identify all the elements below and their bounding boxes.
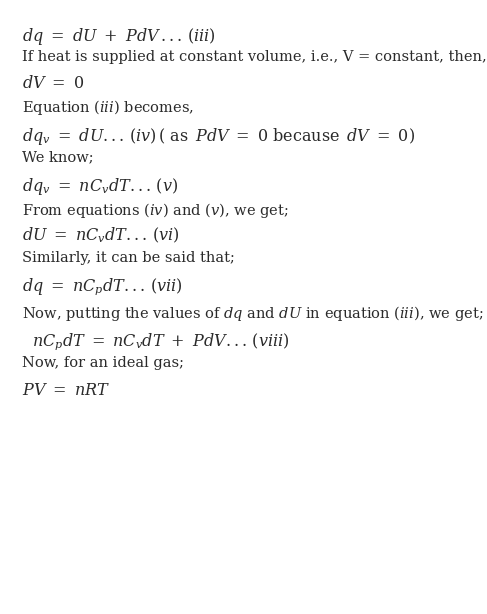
Text: We know;: We know; [22,150,94,165]
Text: Now, putting the values of $dq$ and $dU$ in equation $(iii)$, we get;: Now, putting the values of $dq$ and $dU$… [22,304,484,323]
Text: $dq\ =\ dU\ +\ PdV\,...\,(iii)$: $dq\ =\ dU\ +\ PdV\,...\,(iii)$ [22,26,216,47]
Text: $dV\ =\ 0$: $dV\ =\ 0$ [22,75,84,92]
Text: $nC_{p}dT\ =\ nC_{v}dT\ +\ PdV...\,(viii)$: $nC_{p}dT\ =\ nC_{v}dT\ +\ PdV...\,(viii… [32,332,289,352]
Text: $dq\ =\ nC_{p}dT...\,(vii)$: $dq\ =\ nC_{p}dT...\,(vii)$ [22,276,183,297]
Text: From equations $(iv)$ and $(v)$, we get;: From equations $(iv)$ and $(v)$, we get; [22,201,289,220]
Text: If heat is supplied at constant volume, i.e., V = constant, then,: If heat is supplied at constant volume, … [22,50,487,64]
Text: $dU\ =\ nC_{v}dT...\,(vi)$: $dU\ =\ nC_{v}dT...\,(vi)$ [22,226,180,246]
Text: $dq_{v}\ =\ dU...\,(iv)\,($ as $\,PdV\ =\ 0$ because $\,dV\ =\ 0)$: $dq_{v}\ =\ dU...\,(iv)\,($ as $\,PdV\ =… [22,126,415,147]
Text: Equation $(iii)$ becomes,: Equation $(iii)$ becomes, [22,98,194,117]
Text: Now, for an ideal gas;: Now, for an ideal gas; [22,356,184,370]
Text: $PV\ =\ nRT$: $PV\ =\ nRT$ [22,382,110,399]
Text: Similarly, it can be said that;: Similarly, it can be said that; [22,251,235,265]
Text: $dq_{v}\ =\ nC_{v}dT...\,(v)$: $dq_{v}\ =\ nC_{v}dT...\,(v)$ [22,176,178,197]
